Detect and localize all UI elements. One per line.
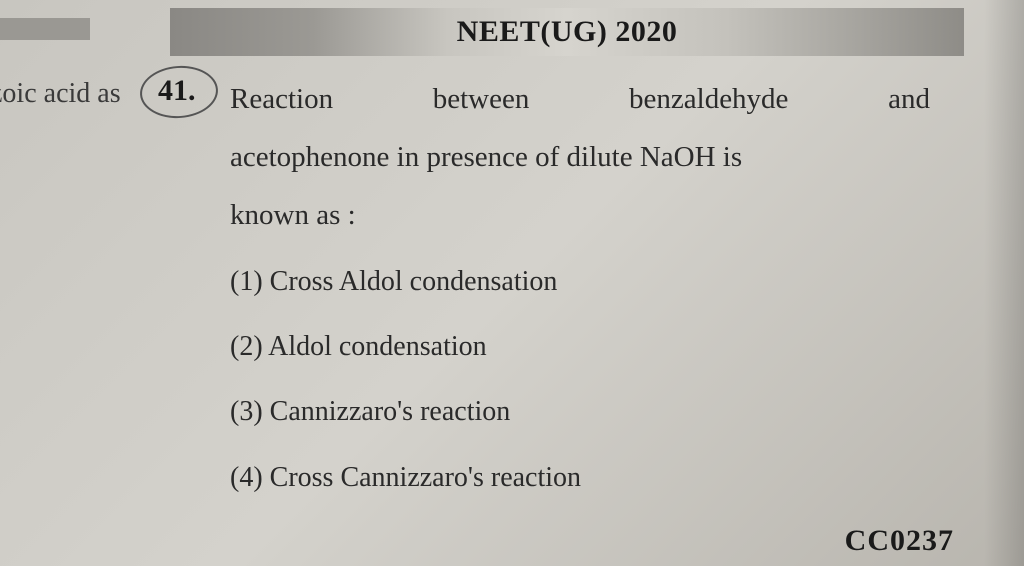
question-word: between bbox=[433, 70, 530, 128]
question-block: 41. Reaction between benzaldehyde and ac… bbox=[148, 70, 964, 523]
question-code: CC0237 bbox=[845, 524, 954, 558]
question-word: Reaction bbox=[230, 70, 333, 128]
previous-page-text-fragment: zoic acid as bbox=[0, 78, 121, 110]
document-page: NEET(UG) 2020 zoic acid as 41. Reaction … bbox=[0, 0, 1024, 566]
page-edge-fragment bbox=[0, 18, 90, 40]
question-line-3: known as : bbox=[230, 186, 930, 244]
option-item: (1) Cross Aldol condensation bbox=[230, 262, 964, 301]
question-number: 41. bbox=[158, 74, 196, 108]
exam-title: NEET(UG) 2020 bbox=[457, 15, 678, 49]
question-line-1: Reaction between benzaldehyde and bbox=[230, 70, 930, 128]
option-item: (4) Cross Cannizzaro's reaction bbox=[230, 458, 964, 497]
page-shadow-right bbox=[984, 0, 1024, 566]
option-item: (2) Aldol condensation bbox=[230, 327, 964, 366]
option-item: (3) Cannizzaro's reaction bbox=[230, 392, 964, 431]
question-word: and bbox=[888, 70, 930, 128]
question-word: benzaldehyde bbox=[629, 70, 788, 128]
exam-header-band: NEET(UG) 2020 bbox=[170, 8, 964, 56]
question-line-2: acetophenone in presence of dilute NaOH … bbox=[230, 128, 930, 186]
options-list: (1) Cross Aldol condensation (2) Aldol c… bbox=[230, 262, 964, 497]
question-text: Reaction between benzaldehyde and acetop… bbox=[230, 70, 964, 244]
